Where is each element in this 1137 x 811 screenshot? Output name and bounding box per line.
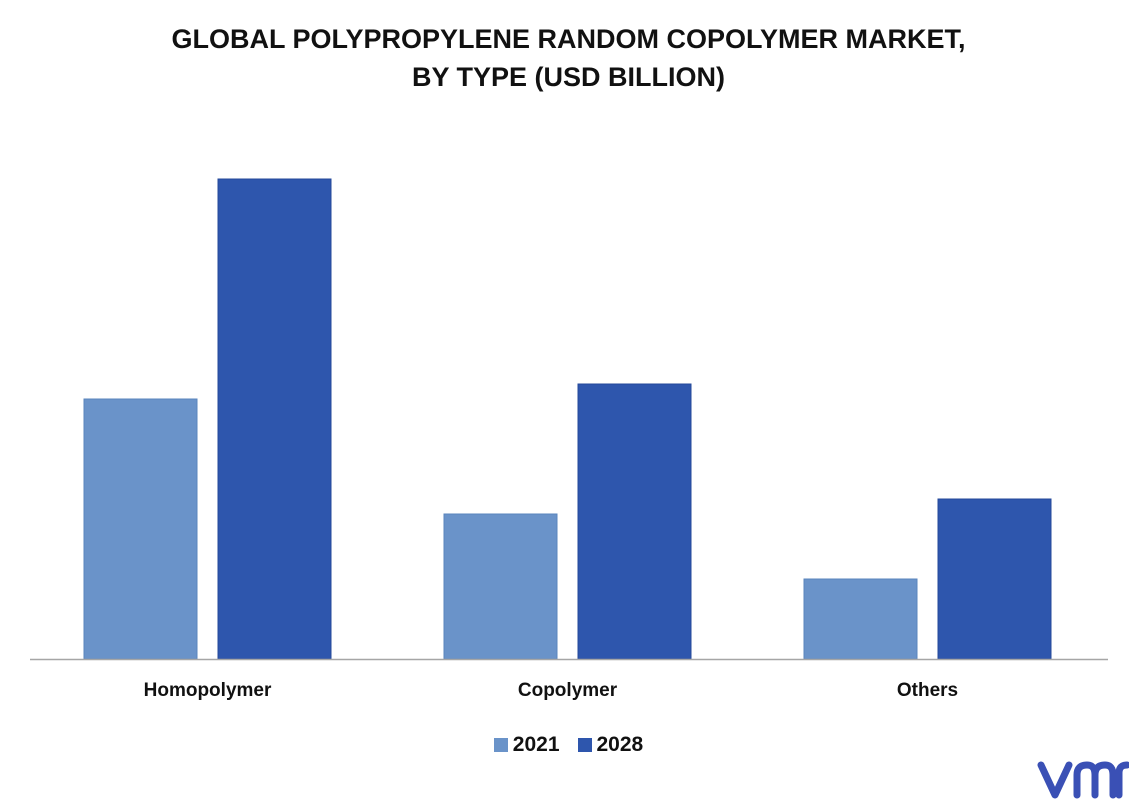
- x-tick-label-homopolymer: Homopolymer: [144, 680, 272, 701]
- bar-homopolymer-2021: [83, 398, 198, 660]
- legend-item-2028: 2028: [577, 733, 644, 757]
- legend: 2021 2028: [0, 733, 1137, 757]
- legend-label-2021: 2021: [512, 733, 560, 756]
- bar-copolymer-2021: [443, 513, 558, 660]
- legend-swatch-2021: [493, 738, 508, 752]
- chart-title: GLOBAL POLYPROPYLENE RANDOM COPOLYMER MA…: [0, 20, 1137, 96]
- bar-homopolymer-2028: [217, 178, 332, 660]
- x-tick-label-copolymer: Copolymer: [518, 680, 618, 701]
- chart-title-line-1: GLOBAL POLYPROPYLENE RANDOM COPOLYMER MA…: [171, 24, 966, 54]
- legend-label-2028: 2028: [596, 733, 644, 756]
- bar-copolymer-2028: [577, 383, 692, 660]
- bar-others-2021: [803, 578, 918, 660]
- vmr-logo-icon: [1037, 761, 1129, 799]
- x-tick-label-others: Others: [897, 680, 958, 701]
- legend-item-2021: 2021: [493, 733, 560, 757]
- bar-others-2028: [937, 498, 1052, 660]
- legend-swatch-2028: [577, 738, 592, 752]
- chart-title-line-2: BY TYPE (USD BILLION): [411, 62, 726, 92]
